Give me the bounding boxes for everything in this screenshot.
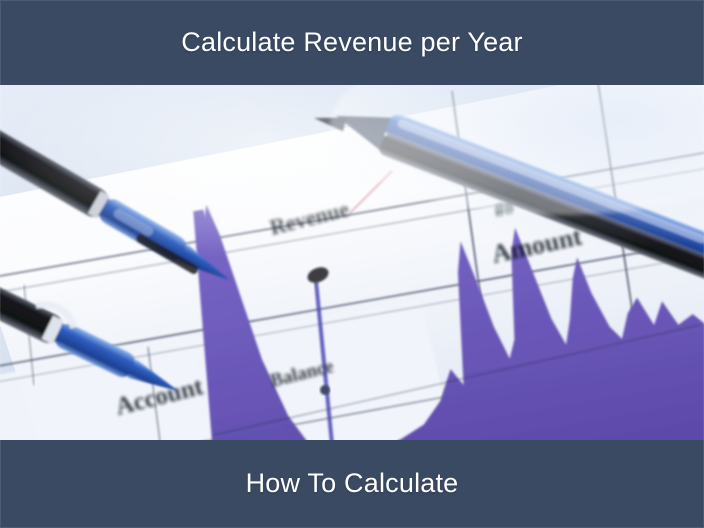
page-title: Calculate Revenue per Year	[181, 26, 523, 57]
photo-illustration: Revenue Amount Account Balance Total ##	[0, 85, 704, 440]
footer-band: How To Calculate	[0, 440, 704, 528]
header-band: Calculate Revenue per Year	[0, 0, 704, 85]
footer-caption: How To Calculate	[245, 468, 459, 499]
hero-photo: Revenue Amount Account Balance Total ##	[0, 85, 704, 440]
